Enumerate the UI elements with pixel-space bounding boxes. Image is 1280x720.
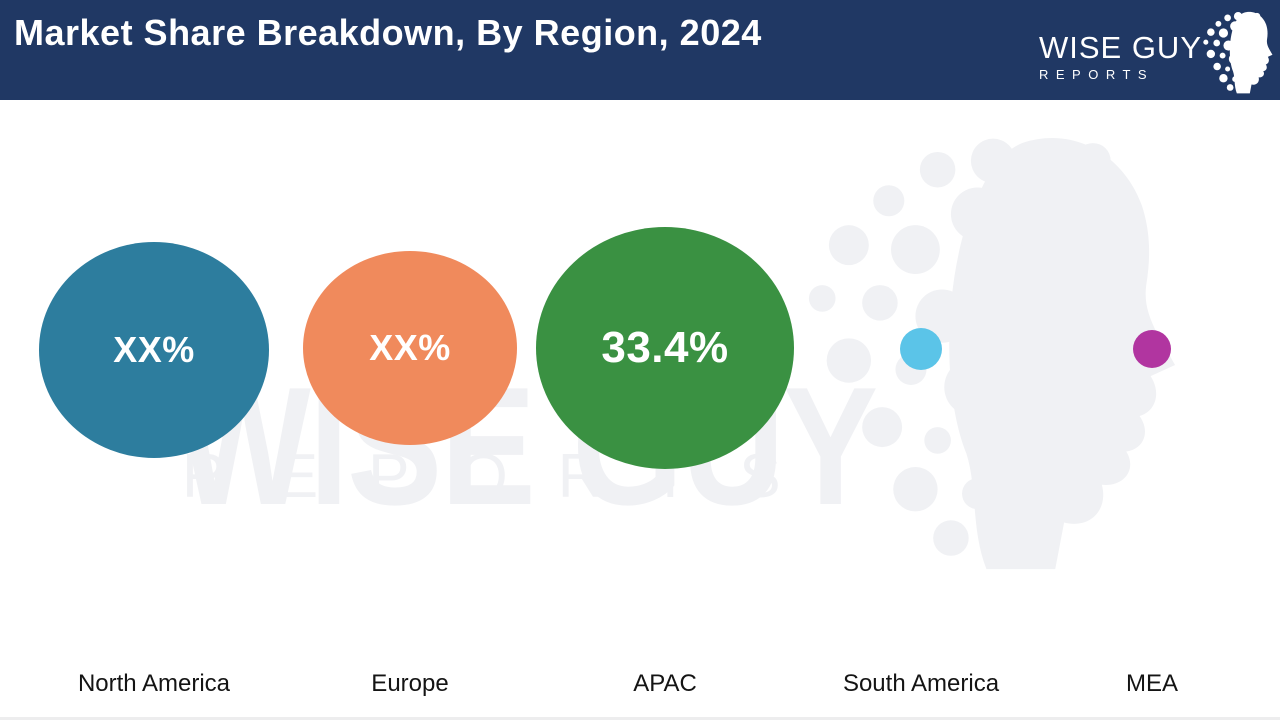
category-label-north-america: North America — [77, 670, 231, 697]
watermark-subtext: REPORTS — [182, 442, 831, 511]
bubble-value-label-apac: 33.4% — [601, 323, 729, 372]
bubble-south-america — [900, 328, 942, 370]
bubble-value-label-europe: XX% — [369, 327, 451, 368]
logo-wordmark: WISE GUY — [1038, 30, 1202, 65]
bubble-apac: 33.4% — [536, 227, 794, 469]
dotted-head-icon — [1198, 7, 1274, 95]
bubble-europe: XX% — [303, 251, 517, 445]
category-label-europe: Europe — [371, 670, 449, 697]
bubble-chart: WISE GUY REPORTS XX% North America XX% Euro… — [0, 100, 1280, 720]
watermark-head-icon — [782, 112, 1182, 578]
page-title: Market Share Breakdown, By Region, 2024 — [14, 12, 762, 53]
bottom-edge-line — [0, 717, 1280, 720]
header-bar: Market Share Breakdown, By Region, 2024 … — [0, 0, 1280, 100]
logo-subtext: REPORTS — [1038, 67, 1155, 82]
bubble-value-label-north-america: XX% — [113, 329, 195, 370]
category-label-apac: APAC — [633, 670, 697, 697]
category-label-south-america: South America — [842, 670, 1000, 697]
category-label-mea: MEA — [1125, 670, 1179, 697]
bubble-mea — [1133, 330, 1171, 368]
logo-text: WISE GUY REPORTS — [1039, 32, 1202, 82]
wiseguy-logo: WISE GUY REPORTS — [1039, 5, 1274, 95]
bubble-north-america: XX% — [39, 242, 269, 458]
